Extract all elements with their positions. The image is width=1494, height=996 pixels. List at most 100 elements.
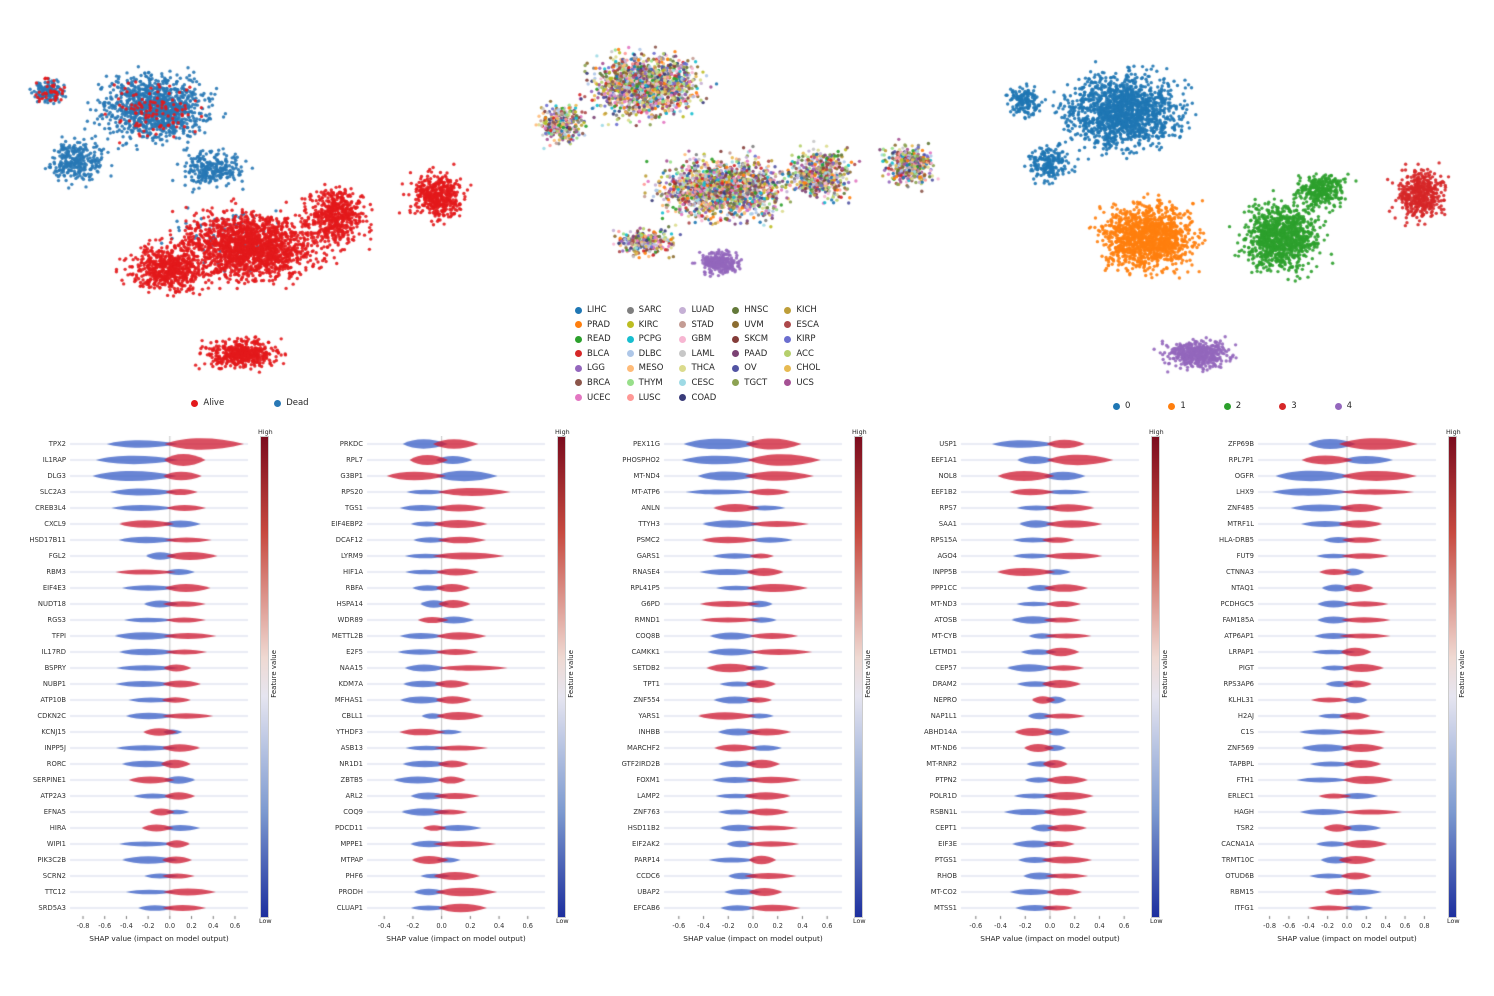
feature-label: EIF3E	[938, 840, 957, 848]
feature-label: GTF2IRD2B	[621, 760, 660, 768]
feature-label: HSD11B2	[627, 824, 660, 832]
x-axis-label: SHAP value (impact on model output)	[1277, 934, 1417, 943]
legend-label: PRAD	[587, 319, 611, 330]
legend-label: THYM	[638, 377, 663, 388]
legend-swatch-icon	[191, 399, 199, 407]
colorbar-title: Feature value	[270, 650, 278, 698]
legend-label: THCA	[691, 363, 715, 374]
feature-label: ASB13	[340, 744, 363, 752]
feature-label: IL17RD	[41, 648, 66, 656]
legend-swatch-icon	[732, 350, 740, 358]
feature-label: MPPE1	[340, 840, 363, 848]
feature-label: FOXM1	[636, 776, 660, 784]
feature-label: MTSS1	[934, 904, 957, 912]
shap-panel-3: PEX11G PHOSPHO2 MT-ND4 MT-ATP6 ANLN TTYH3 PSMC…	[602, 426, 894, 986]
x-tick-label: -0.4	[697, 922, 710, 930]
legend-item: OV	[732, 363, 768, 373]
feature-label: RGS3	[47, 616, 66, 624]
legend-swatch-icon	[784, 379, 792, 387]
shap-panel-5: ZFP69B RPL7P1 OGFR LHX9 ZNF485 MTRF1L HLA-DRB5…	[1196, 426, 1488, 986]
x-tick-label: 0.0	[747, 922, 759, 930]
feature-label: LETMD1	[929, 648, 957, 656]
legend-item: LGG	[575, 363, 611, 373]
colorbar-high-label: High	[1149, 428, 1164, 436]
legend-label: ACC	[796, 348, 814, 359]
feature-label: RORC	[46, 760, 66, 768]
x-tick-label: 0.6	[1399, 922, 1411, 930]
feature-label: MT-RNR2	[926, 760, 957, 768]
legend-swatch-icon	[626, 364, 634, 372]
legend-swatch-icon	[626, 306, 634, 314]
legend-item: SKCM	[732, 334, 768, 344]
feature-label: HIF1A	[343, 568, 363, 576]
legend-column: LUAD STAD GBM LAML THCA CESC COAD	[679, 305, 716, 403]
feature-label: TAPBPL	[1229, 760, 1254, 768]
legend-swatch-icon	[679, 379, 687, 387]
colorbar-low-label: Low	[259, 917, 272, 925]
legend-swatch-icon	[1223, 402, 1231, 410]
feature-label: C1S	[1240, 728, 1254, 736]
x-tick-label: 0.0	[436, 922, 447, 930]
legend-item: ACC	[784, 349, 820, 359]
legend-label: HNSC	[744, 305, 769, 315]
x-tick-label: 0.2	[1361, 922, 1372, 930]
shap-panel-2: PRKDC RPL7 G3BP1 RPS20 TGS1 EIF4EBP2 DCAF12 LYR…	[305, 426, 597, 986]
feature-label: SAA1	[938, 520, 957, 528]
x-tick-label: 0.0	[1341, 922, 1353, 930]
legend-swatch-icon	[626, 350, 634, 358]
legend-label: 2	[1235, 401, 1242, 411]
legend-swatch-icon	[679, 335, 687, 343]
feature-label: YARS1	[638, 712, 660, 720]
x-axis-label: SHAP value (impact on model output)	[89, 934, 229, 943]
feature-label: UBAP2	[637, 888, 660, 896]
feature-label: LHX9	[1236, 488, 1254, 496]
legend-item: CHOL	[784, 363, 820, 373]
legend-swatch-icon	[1168, 402, 1176, 410]
legend-swatch-icon	[784, 335, 792, 343]
feature-label: TPX2	[48, 440, 66, 448]
shap-beeswarm-canvas	[899, 436, 1191, 922]
legend-label: SKCM	[744, 334, 769, 345]
feature-label: FAM185A	[1222, 616, 1254, 624]
legend-item: LAML	[679, 349, 716, 359]
legend-label: LIHC	[587, 305, 607, 315]
legend-item: SARC	[626, 305, 664, 315]
feature-label: MT-ND3	[930, 600, 958, 608]
feature-label: RPS15A	[930, 536, 957, 544]
feature-label: RPL41P5	[630, 584, 660, 592]
feature-label: NR1D1	[339, 760, 363, 768]
x-tick-label: -0.4	[120, 922, 133, 930]
legend-item: PAAD	[732, 349, 768, 359]
feature-label: ZBTB5	[340, 776, 363, 784]
legend-item: 4	[1334, 401, 1352, 411]
legend-label: GBM	[691, 334, 712, 345]
x-tick-label: 0.8	[1419, 922, 1430, 930]
legend-swatch-icon	[732, 335, 740, 343]
x-tick-label: 0.2	[772, 922, 783, 930]
feature-label: PIK3C2B	[37, 856, 66, 864]
legend-item: Alive	[191, 398, 224, 408]
legend-swatch-icon	[784, 350, 792, 358]
feature-label: MT-CYB	[931, 632, 957, 640]
feature-label: CAMKK1	[631, 648, 661, 656]
legend-label: COAD	[691, 392, 717, 403]
feature-label: ANLN	[641, 504, 660, 512]
legend-label: SARC	[638, 305, 662, 315]
x-tick-label: -0.8	[76, 922, 90, 930]
legend-swatch-icon	[626, 394, 634, 402]
legend-swatch-icon	[679, 350, 687, 358]
feature-label: NEPRO	[933, 696, 957, 704]
legend-swatch-icon	[575, 394, 582, 402]
feature-label: EEF1B2	[931, 488, 957, 496]
feature-label: EFCAB6	[633, 904, 660, 912]
feature-value-colorbar	[557, 436, 566, 918]
legend-label: DLBC	[638, 348, 662, 359]
feature-label: HIRA	[49, 824, 66, 832]
feature-label: MT-ND6	[930, 744, 958, 752]
x-tick-label: 0.0	[1044, 922, 1056, 930]
feature-label: RMND1	[634, 616, 660, 624]
feature-label: RHOB	[937, 872, 957, 880]
legend-label: BLCA	[587, 348, 610, 359]
feature-label: TFPI	[51, 632, 66, 640]
feature-label: RPS3AP6	[1223, 680, 1254, 688]
